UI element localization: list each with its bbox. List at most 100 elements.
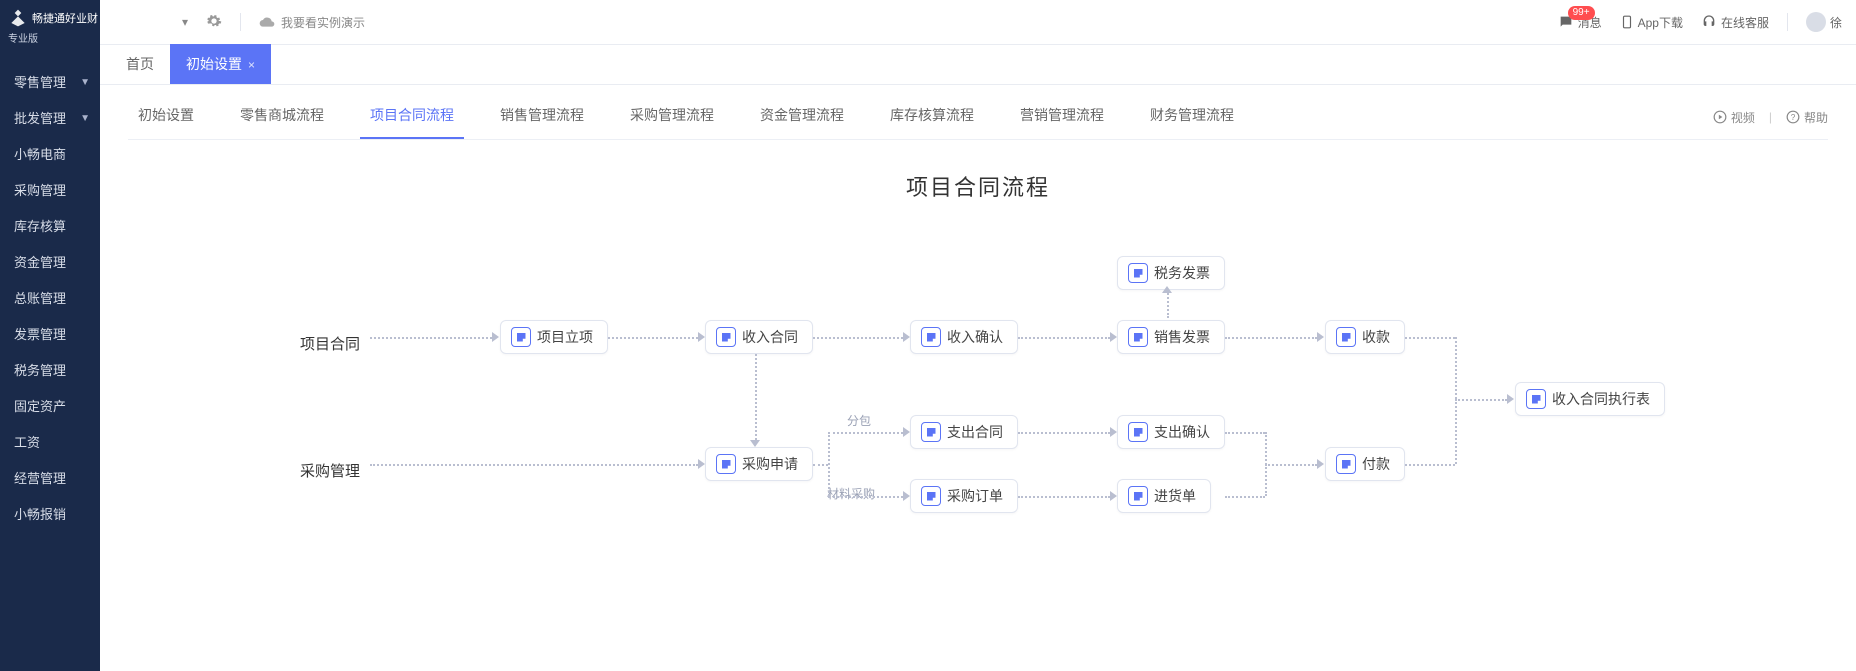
help-link[interactable]: ? 帮助 [1786, 109, 1828, 126]
node-receipt[interactable]: 收款 [1325, 320, 1405, 354]
connector [1225, 432, 1265, 434]
close-icon[interactable]: × [248, 58, 255, 72]
topbar: ▾ 我要看实例演示 99+ 消息 App下载 在线客服 [100, 0, 1856, 45]
connector [1455, 399, 1507, 401]
node-exec-report[interactable]: 收入合同执行表 [1515, 382, 1665, 416]
sidebar-item-label: 资金管理 [14, 245, 66, 281]
sidebar-item[interactable]: 固定资产 [0, 389, 100, 425]
connector [755, 354, 757, 440]
arrow-right-icon [698, 459, 705, 469]
topbar-messages[interactable]: 99+ 消息 [1558, 14, 1602, 31]
video-link[interactable]: 视频 [1713, 109, 1755, 126]
sidebar-item[interactable]: 发票管理 [0, 317, 100, 353]
topbar-user-label: 徐 [1830, 14, 1842, 31]
node-project[interactable]: 项目立项 [500, 320, 608, 354]
connector [813, 337, 903, 339]
arrow-right-icon [1110, 491, 1117, 501]
node-label: 收入合同 [742, 327, 798, 347]
node-income-contract[interactable]: 收入合同 [705, 320, 813, 354]
topbar-user[interactable]: 徐 [1806, 12, 1842, 32]
demo-link[interactable]: 我要看实例演示 [259, 14, 365, 31]
arrow-down-icon [750, 440, 760, 447]
process-subtab[interactable]: 财务管理流程 [1140, 105, 1244, 139]
connector [1265, 464, 1317, 466]
connector [1225, 337, 1317, 339]
connector [1167, 290, 1169, 318]
connector [370, 464, 698, 466]
divider [1787, 13, 1788, 31]
node-goods-receipt[interactable]: 进货单 [1117, 479, 1211, 513]
node-payment[interactable]: 付款 [1325, 447, 1405, 481]
process-subtab[interactable]: 项目合同流程 [360, 105, 464, 139]
node-label: 付款 [1362, 454, 1390, 474]
node-expense-confirm[interactable]: 支出确认 [1117, 415, 1225, 449]
arrow-right-icon [492, 332, 499, 342]
doc-icon [921, 486, 941, 506]
sidebar-item-label: 税务管理 [14, 353, 66, 389]
arrow-right-icon [1317, 332, 1324, 342]
tab-label: 首页 [126, 56, 154, 72]
gear-icon[interactable] [206, 13, 222, 32]
page-tab[interactable]: 初始设置× [170, 44, 271, 84]
process-subtab[interactable]: 库存核算流程 [880, 105, 984, 139]
sidebar-item-label: 采购管理 [14, 173, 66, 209]
sidebar-item[interactable]: 批发管理▼ [0, 101, 100, 137]
flow-area: 项目合同流程 项目合同 采购管理 项目立项 收入合同 收入确认 销售发票 税务发… [100, 140, 1856, 671]
brand-edition: 专业版 [8, 30, 38, 45]
edge-label-subcontract: 分包 [845, 412, 873, 429]
row-label-purchase: 采购管理 [300, 460, 360, 481]
node-purchase-order[interactable]: 采购订单 [910, 479, 1018, 513]
sidebar-item[interactable]: 采购管理 [0, 173, 100, 209]
node-tax-invoice[interactable]: 税务发票 [1117, 256, 1225, 290]
brand-name: 畅捷通好业财 [32, 10, 98, 26]
process-subtab[interactable]: 销售管理流程 [490, 105, 594, 139]
logo-area: 畅捷通好业财 专业版 [0, 0, 100, 65]
process-subtab[interactable]: 零售商城流程 [230, 105, 334, 139]
sidebar-item-label: 库存核算 [14, 209, 66, 245]
sidebar-item[interactable]: 零售管理▼ [0, 65, 100, 101]
page-tabs: 首页初始设置× [100, 45, 1856, 85]
sidebar-item[interactable]: 税务管理 [0, 353, 100, 389]
sidebar-item-label: 批发管理 [14, 101, 66, 137]
sidebar-item[interactable]: 工资 [0, 425, 100, 461]
sidebar-item[interactable]: 总账管理 [0, 281, 100, 317]
node-purchase-request[interactable]: 采购申请 [705, 447, 813, 481]
arrow-right-icon [903, 332, 910, 342]
node-sales-invoice[interactable]: 销售发票 [1117, 320, 1225, 354]
sidebar-item[interactable]: 库存核算 [0, 209, 100, 245]
sidebar-item[interactable]: 资金管理 [0, 245, 100, 281]
doc-icon [1336, 454, 1356, 474]
sidebar-item[interactable]: 小畅电商 [0, 137, 100, 173]
process-subtab[interactable]: 营销管理流程 [1010, 105, 1114, 139]
process-subtab[interactable]: 采购管理流程 [620, 105, 724, 139]
connector [828, 432, 830, 496]
arrow-right-icon [903, 427, 910, 437]
connector [1225, 496, 1265, 498]
process-subtab[interactable]: 初始设置 [128, 105, 204, 139]
sidebar-item[interactable]: 小畅报销 [0, 497, 100, 533]
connector [1018, 496, 1110, 498]
connector [1018, 337, 1110, 339]
chevron-down-icon: ▾ [182, 15, 188, 29]
node-label: 采购申请 [742, 454, 798, 474]
divider: | [1769, 110, 1772, 124]
sidebar-item-label: 小畅报销 [14, 497, 66, 533]
node-expense-contract[interactable]: 支出合同 [910, 415, 1018, 449]
connector [1018, 432, 1110, 434]
page-tab[interactable]: 首页 [110, 44, 170, 84]
org-selector[interactable]: ▾ [114, 15, 188, 29]
app-icon [1620, 14, 1634, 30]
node-income-confirm[interactable]: 收入确认 [910, 320, 1018, 354]
cloud-icon [259, 14, 275, 30]
process-subtab[interactable]: 资金管理流程 [750, 105, 854, 139]
topbar-app-download[interactable]: App下载 [1620, 14, 1683, 31]
node-label: 销售发票 [1154, 327, 1210, 347]
sidebar-item-label: 总账管理 [14, 281, 66, 317]
connector [370, 337, 492, 339]
topbar-support[interactable]: 在线客服 [1701, 14, 1769, 31]
connector [608, 337, 698, 339]
sidebar-item[interactable]: 经营管理 [0, 461, 100, 497]
connector [1405, 337, 1455, 339]
doc-icon [1128, 486, 1148, 506]
arrow-right-icon [1507, 394, 1514, 404]
